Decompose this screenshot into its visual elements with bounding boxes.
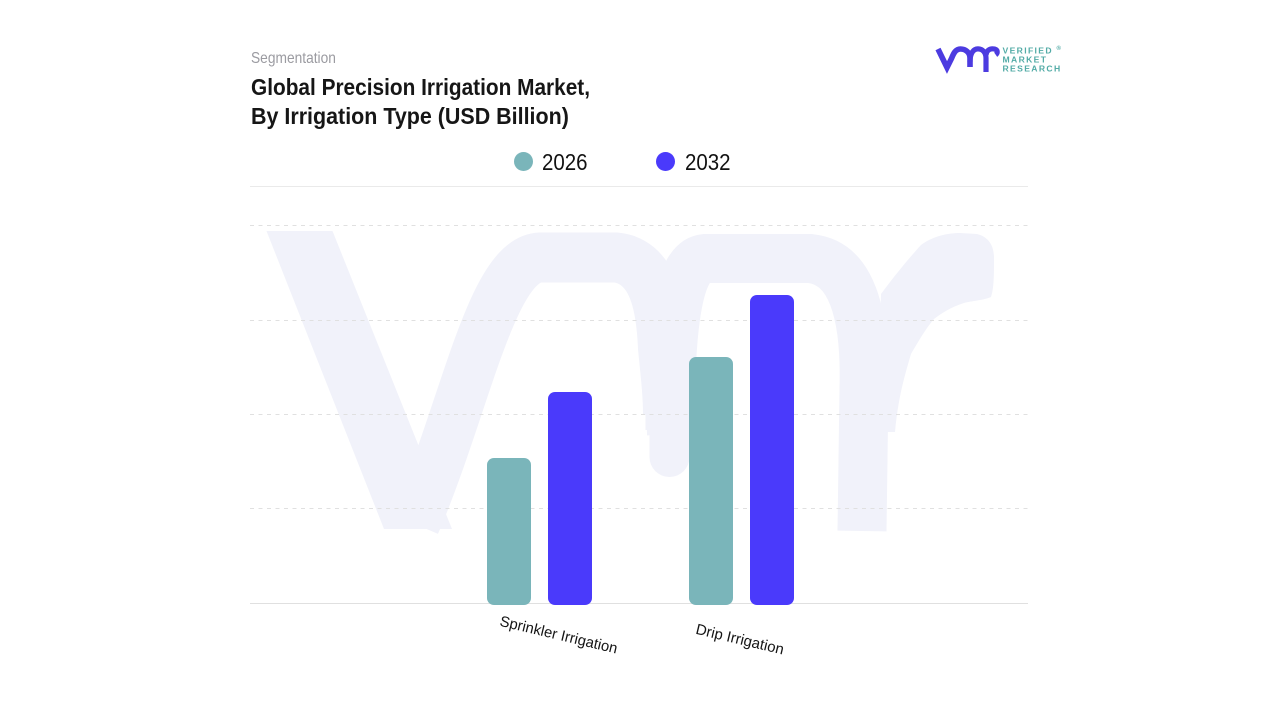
svg-text:VERIFIED: VERIFIED — [1003, 45, 1053, 55]
svg-text:®: ® — [1057, 45, 1062, 52]
svg-text:RESEARCH: RESEARCH — [1003, 63, 1062, 73]
svg-text:MARKET: MARKET — [1003, 54, 1048, 64]
